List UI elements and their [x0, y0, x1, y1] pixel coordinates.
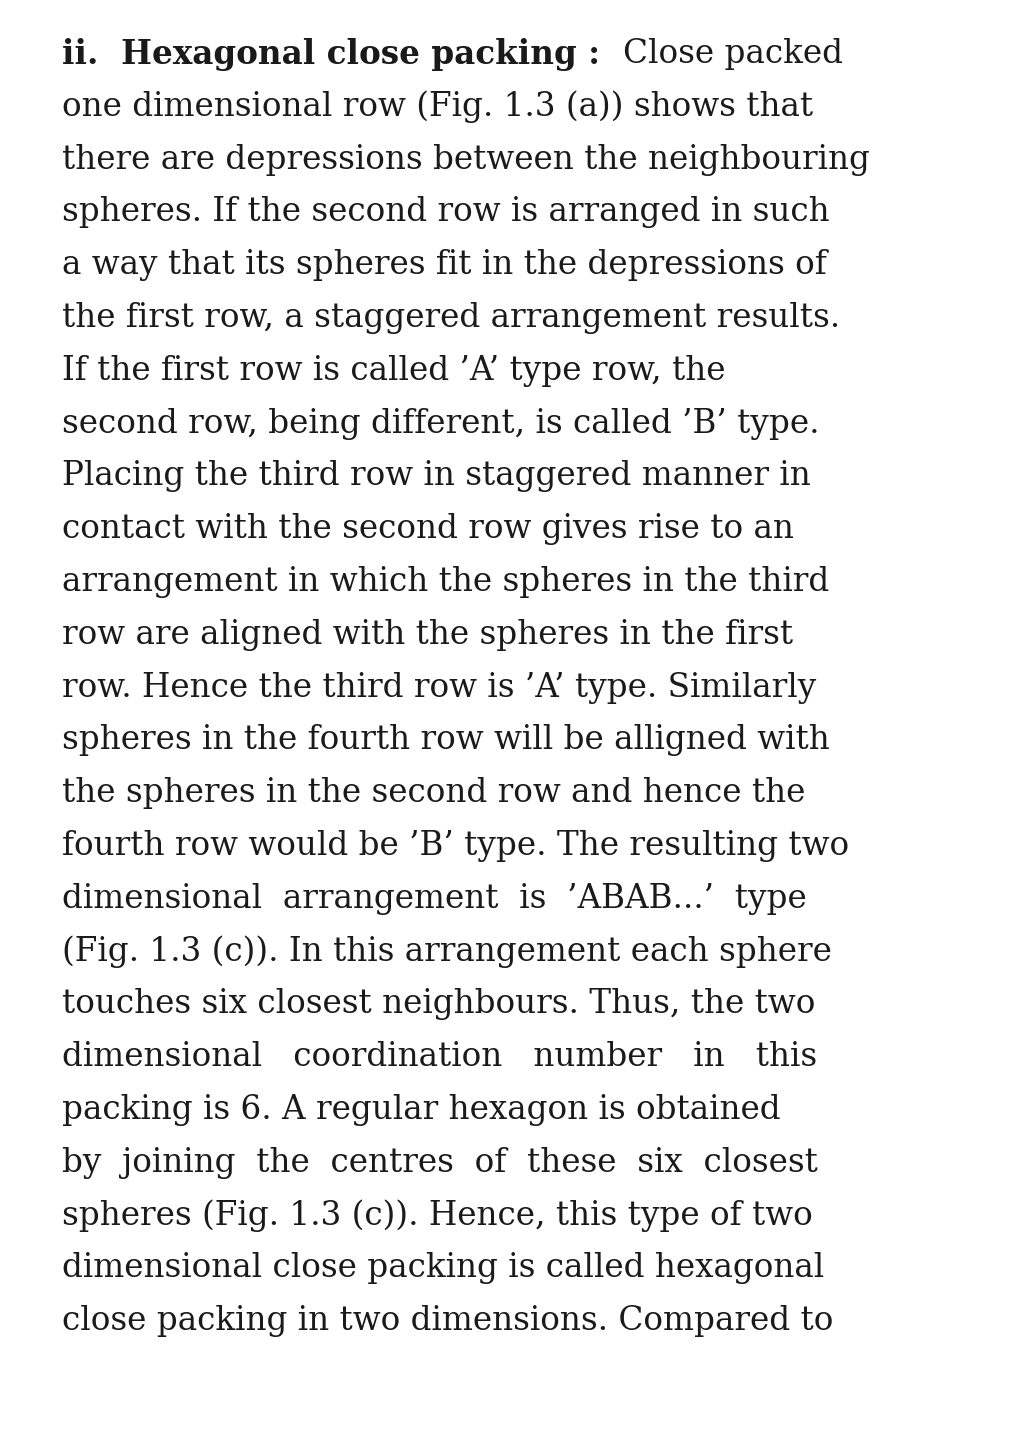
Text: packing is 6. A regular hexagon is obtained: packing is 6. A regular hexagon is obtai… [62, 1095, 780, 1126]
Text: Placing the third row in staggered manner in: Placing the third row in staggered manne… [62, 460, 811, 493]
Text: the first row, a staggered arrangement results.: the first row, a staggered arrangement r… [62, 302, 840, 334]
Text: the spheres in the second row and hence the: the spheres in the second row and hence … [62, 777, 805, 810]
Text: by  joining  the  centres  of  these  six  closest: by joining the centres of these six clos… [62, 1147, 818, 1178]
Text: (Fig. 1.3 (c)). In this arrangement each sphere: (Fig. 1.3 (c)). In this arrangement each… [62, 936, 831, 969]
Text: dimensional close packing is called hexagonal: dimensional close packing is called hexa… [62, 1252, 824, 1284]
Text: there are depressions between the neighbouring: there are depressions between the neighb… [62, 143, 869, 175]
Text: row are aligned with the spheres in the first: row are aligned with the spheres in the … [62, 619, 794, 651]
Text: If the first row is called ’A’ type row, the: If the first row is called ’A’ type row,… [62, 354, 725, 386]
Text: second row, being different, is called ’B’ type.: second row, being different, is called ’… [62, 408, 819, 440]
Text: arrangement in which the spheres in the third: arrangement in which the spheres in the … [62, 565, 829, 599]
Text: dimensional  arrangement  is  ’ABAB...’  type: dimensional arrangement is ’ABAB...’ typ… [62, 884, 807, 915]
Text: a way that its spheres fit in the depressions of: a way that its spheres fit in the depres… [62, 249, 826, 281]
Text: ii.  Hexagonal close packing :: ii. Hexagonal close packing : [62, 38, 623, 71]
Text: row. Hence the third row is ’A’ type. Similarly: row. Hence the third row is ’A’ type. Si… [62, 671, 816, 704]
Text: one dimensional row (Fig. 1.3 (a)) shows that: one dimensional row (Fig. 1.3 (a)) shows… [62, 91, 813, 123]
Text: fourth row would be ’B’ type. The resulting two: fourth row would be ’B’ type. The result… [62, 830, 849, 862]
Text: dimensional   coordination   number   in   this: dimensional coordination number in this [62, 1041, 817, 1073]
Text: spheres in the fourth row will be alligned with: spheres in the fourth row will be allign… [62, 724, 829, 756]
Text: spheres. If the second row is arranged in such: spheres. If the second row is arranged i… [62, 197, 829, 228]
Text: touches six closest neighbours. Thus, the two: touches six closest neighbours. Thus, th… [62, 989, 815, 1021]
Text: contact with the second row gives rise to an: contact with the second row gives rise t… [62, 513, 794, 545]
Text: spheres (Fig. 1.3 (c)). Hence, this type of two: spheres (Fig. 1.3 (c)). Hence, this type… [62, 1200, 813, 1232]
Text: Close packed: Close packed [623, 38, 843, 69]
Text: close packing in two dimensions. Compared to: close packing in two dimensions. Compare… [62, 1306, 834, 1338]
